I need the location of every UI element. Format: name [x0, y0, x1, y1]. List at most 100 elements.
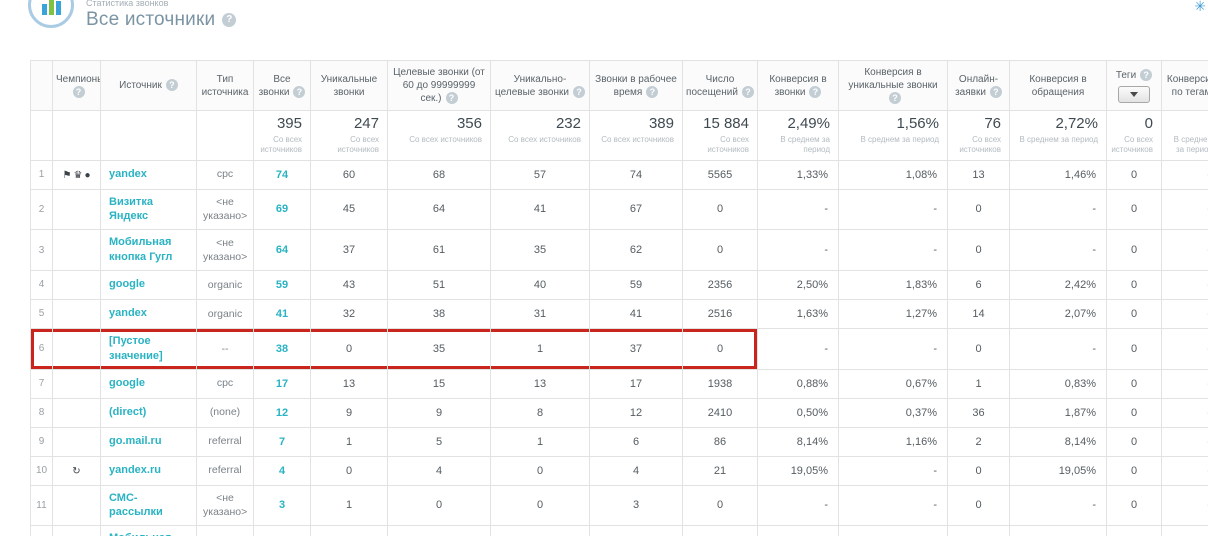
- all-calls-link[interactable]: 41: [275, 307, 289, 320]
- column-label-work-hours-calls: Звонки в рабочее время: [595, 73, 677, 98]
- cell-unique-calls: 45: [310, 188, 388, 231]
- source-link[interactable]: yandex: [109, 168, 147, 181]
- cell-conv-leads: -: [1009, 327, 1107, 370]
- source-link[interactable]: go.mail.ru: [109, 435, 162, 448]
- total-caption: Со всех источников: [959, 134, 1001, 154]
- all-calls-link[interactable]: 7: [278, 435, 286, 448]
- column-header-source[interactable]: Источник?: [100, 60, 197, 111]
- cell-tags: 0: [1106, 298, 1162, 329]
- all-calls-link[interactable]: 3: [278, 499, 286, 512]
- cell-visits: 1938: [682, 368, 758, 399]
- column-header-conv-tags[interactable]: Конверсия по тегам: [1161, 60, 1208, 111]
- all-calls-link[interactable]: 74: [275, 168, 289, 181]
- cell-unique-target-calls: 57: [490, 159, 590, 190]
- medal-icon: ●: [84, 169, 91, 181]
- source-link[interactable]: (direct): [109, 406, 147, 419]
- all-calls-link[interactable]: 17: [275, 377, 289, 390]
- column-header-champions[interactable]: Чемпионы?: [52, 60, 101, 111]
- row-number: 3: [30, 229, 53, 271]
- cell-visits: 21: [682, 455, 758, 486]
- source-type-cell: <не указано>: [196, 188, 254, 231]
- column-header-work-hours-calls[interactable]: Звонки в рабочее время?: [589, 60, 683, 111]
- column-label-all-calls: Все звонки: [258, 73, 291, 98]
- cell-online-leads: 14: [947, 298, 1010, 329]
- column-label-unique-target-calls: Уникально-целевые звонки: [495, 73, 569, 98]
- help-icon[interactable]: ?: [572, 85, 585, 98]
- help-icon[interactable]: ?: [889, 92, 901, 105]
- cell-all-calls: 69: [253, 188, 311, 231]
- cell-conv-unique-calls: -: [838, 484, 948, 527]
- column-header-unique-target-calls[interactable]: Уникально-целевые звонки?: [490, 60, 590, 111]
- cell-conv-tags: -: [1161, 525, 1208, 536]
- cell-unique-target-calls: 1: [490, 327, 590, 370]
- total-value: 0: [1144, 115, 1153, 132]
- source-link[interactable]: yandex: [109, 307, 147, 320]
- cell-conv-calls: 8,14%: [757, 426, 839, 457]
- champions-cell: [52, 269, 101, 300]
- help-icon[interactable]: ?: [989, 85, 1002, 98]
- source-link[interactable]: Визитка Яндекс: [109, 195, 153, 223]
- column-header-all-calls[interactable]: Все звонки?: [253, 60, 311, 111]
- all-calls-link[interactable]: 64: [275, 244, 289, 257]
- cell-unique-calls: 1: [310, 426, 388, 457]
- all-calls-link[interactable]: 69: [275, 203, 289, 216]
- cell-conv-calls: 0,88%: [757, 368, 839, 399]
- cell-work-hours-calls: 3: [589, 484, 683, 527]
- totals-empty-cell: [196, 110, 254, 161]
- source-link[interactable]: СМС-рассылки: [109, 491, 163, 519]
- source-cell: СМС-рассылки: [100, 484, 197, 527]
- cell-visits: 5565: [682, 159, 758, 190]
- source-link[interactable]: Мобильная кнопка Гугл: [109, 236, 173, 264]
- column-header-visits[interactable]: Число посещений?: [682, 60, 758, 111]
- cell-conv-calls: 2,50%: [757, 269, 839, 300]
- column-header-type[interactable]: Тип источника: [196, 60, 254, 111]
- column-header-online-leads[interactable]: Онлайн-заявки?: [947, 60, 1010, 111]
- column-header-unique-calls[interactable]: Уникальные звонки: [310, 60, 388, 111]
- breadcrumb: Статистика звонков: [86, 0, 169, 6]
- help-icon[interactable]: ?: [646, 85, 659, 98]
- all-calls-link[interactable]: 59: [275, 278, 289, 291]
- cell-conv-unique-calls: 0,67%: [838, 368, 948, 399]
- help-icon[interactable]: ?: [741, 85, 754, 98]
- total-unique-target-calls: 232 Со всех источников: [490, 110, 590, 161]
- all-calls-link[interactable]: 12: [275, 406, 289, 419]
- column-header-num[interactable]: [30, 60, 53, 111]
- column-header-tags[interactable]: Теги?: [1106, 60, 1162, 111]
- tags-dropdown-button[interactable]: [1118, 85, 1150, 103]
- help-icon[interactable]: ?: [293, 85, 306, 98]
- column-header-conv-unique-calls[interactable]: Конверсия в уникальные звонки?: [838, 60, 948, 111]
- table-row: 3 Мобильная кнопка Гугл <не указано> 64 37 61…: [30, 229, 1208, 271]
- source-link[interactable]: google: [109, 377, 146, 390]
- total-caption: Со всех источников: [409, 134, 482, 144]
- source-link[interactable]: yandex.ru: [109, 464, 161, 477]
- cell-tags: 0: [1106, 229, 1162, 271]
- corner-asterisk-icon[interactable]: ✳: [1194, 0, 1206, 14]
- total-conv-leads: 2,72% В среднем за период: [1009, 110, 1107, 161]
- cell-unique-calls: 32: [310, 298, 388, 329]
- source-link[interactable]: [Пустое значение]: [109, 334, 163, 362]
- page-title: Все источники: [86, 9, 216, 30]
- help-icon[interactable]: ?: [809, 85, 822, 98]
- help-icon[interactable]: ?: [72, 85, 85, 98]
- help-icon[interactable]: ?: [445, 92, 458, 105]
- column-label-tags: Теги: [1115, 69, 1137, 81]
- flag-icon: ⚑: [62, 169, 72, 181]
- total-online-leads: 76 Со всех источников: [947, 110, 1010, 161]
- cell-tags: 0: [1106, 368, 1162, 399]
- source-link[interactable]: google: [109, 278, 146, 291]
- help-icon[interactable]: ?: [1140, 68, 1153, 81]
- cell-conv-leads: 0,83%: [1009, 368, 1107, 399]
- column-header-conv-leads[interactable]: Конверсия в обращения: [1009, 60, 1107, 111]
- cell-unique-calls: 13: [310, 368, 388, 399]
- cell-all-calls: 41: [253, 298, 311, 329]
- all-calls-link[interactable]: 38: [275, 342, 289, 355]
- all-calls-link[interactable]: 4: [278, 464, 286, 477]
- column-header-conv-calls[interactable]: Конверсия в звонки?: [757, 60, 839, 111]
- source-link[interactable]: Мобильная кнопка Общая: [109, 532, 187, 536]
- column-header-target-calls[interactable]: Целевые звонки (от 60 до 99999999 сек.)?: [387, 60, 491, 111]
- source-type-cell: <не указано>: [196, 525, 254, 536]
- help-icon[interactable]: ?: [165, 79, 178, 92]
- title-help-icon[interactable]: ?: [222, 13, 237, 27]
- refresh-icon: ↻: [72, 465, 81, 477]
